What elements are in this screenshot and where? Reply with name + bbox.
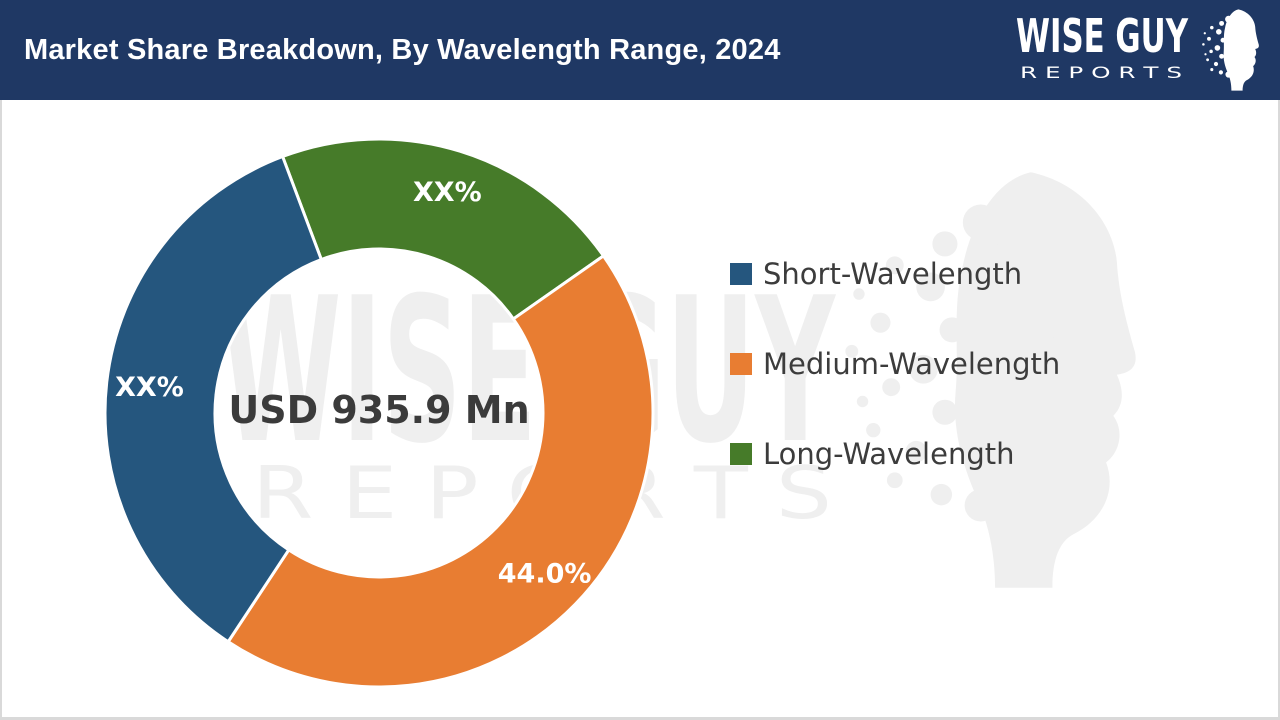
- logo-text-line2: R E P O R T S: [1020, 63, 1182, 82]
- donut-slice-medium-wavelength: [226, 254, 655, 689]
- legend-swatch-medium-wavelength-icon: [730, 353, 752, 375]
- slice-value-label-medium-wavelength: 44.0%: [498, 559, 592, 590]
- legend-swatch-short-wavelength-icon: [730, 263, 752, 285]
- legend-item-long-wavelength: Long-Wavelength: [730, 437, 1060, 471]
- chart-legend: Short-Wavelength Medium-Wavelength Long-…: [730, 257, 1060, 527]
- chart-canvas: WISE GUY R E P O R T S XX%44.0%XX% USD 9…: [0, 100, 1280, 720]
- wise-guy-logo-icon: WISE GUY R E P O R T S: [1016, 9, 1259, 91]
- donut-center-value: USD 935.9 Mn: [228, 388, 530, 432]
- donut-chart: XX% 44.0% XX%: [103, 137, 655, 689]
- logo-text-line1: WISE GUY: [1016, 9, 1188, 63]
- donut-slice-long-wavelength: [281, 137, 605, 321]
- legend-swatch-long-wavelength-icon: [730, 443, 752, 465]
- slice-value-label-short-wavelength: XX%: [115, 372, 184, 403]
- legend-label: Short-Wavelength: [763, 257, 1023, 291]
- page-title: Market Share Breakdown, By Wavelength Ra…: [24, 33, 781, 66]
- legend-item-short-wavelength: Short-Wavelength: [730, 257, 1060, 291]
- logo-face-icon: [1202, 9, 1259, 91]
- header-bar: Market Share Breakdown, By Wavelength Ra…: [0, 0, 1280, 100]
- brand-logo: WISE GUY R E P O R T S: [1016, 8, 1266, 92]
- slice-value-label-long-wavelength: XX%: [413, 177, 482, 208]
- legend-item-medium-wavelength: Medium-Wavelength: [730, 347, 1060, 381]
- legend-label: Long-Wavelength: [763, 437, 1015, 471]
- donut-slice-short-wavelength: [103, 155, 323, 644]
- legend-label: Medium-Wavelength: [763, 347, 1061, 381]
